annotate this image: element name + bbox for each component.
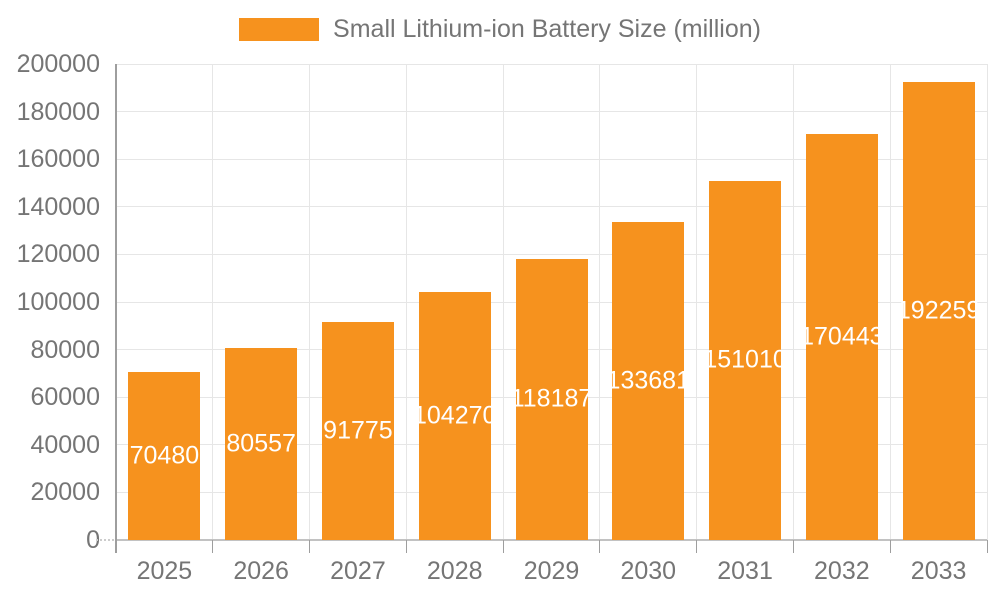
bar-value-label: 91775 <box>323 416 393 445</box>
x-tick-label: 2026 <box>233 557 289 585</box>
x-tick-label: 2030 <box>620 557 677 585</box>
bar-value-label: 80557 <box>226 429 296 458</box>
v-gridline <box>792 64 794 540</box>
x-axis-tick <box>309 540 311 553</box>
x-axis-tick <box>405 540 407 553</box>
x-tick-label: 2032 <box>814 557 870 585</box>
bar-2029: 118187 <box>511 258 592 540</box>
y-tick-label: 80000 <box>30 335 100 364</box>
v-gridline <box>599 64 601 540</box>
y-tick-label: 160000 <box>16 145 100 174</box>
legend-label: Small Lithium-ion Battery Size (million) <box>333 14 761 43</box>
bar-2027: 91775 <box>321 321 394 540</box>
h-gridline <box>116 253 987 255</box>
bar-value-label: 133681 <box>606 366 690 395</box>
h-gridline <box>116 63 987 65</box>
legend: Small Lithium-ion Battery Size (million) <box>0 15 1000 43</box>
h-gridline <box>116 111 987 113</box>
bar-2032: 170443 <box>800 134 884 540</box>
x-axis-tick <box>696 540 698 553</box>
x-axis-baseline <box>116 539 987 541</box>
y-tick-label: 120000 <box>16 240 100 269</box>
v-gridline <box>889 64 891 540</box>
bar-value-label: 192259 <box>896 296 981 325</box>
x-tick-label: 2028 <box>426 557 483 585</box>
v-gridline <box>212 64 214 540</box>
x-tick-label: 2025 <box>136 557 193 585</box>
y-tick-label: 0 <box>86 526 100 554</box>
bar-2033: 192259 <box>897 82 980 540</box>
x-axis-tick <box>986 540 988 553</box>
x-axis-tick <box>889 540 891 553</box>
plot-area: 70480 80557 91775 104270 118187 133681 151010 1… <box>116 63 988 541</box>
y-tick-label: 200000 <box>16 50 100 78</box>
y-axis-line <box>115 64 117 553</box>
y-tick-label: 140000 <box>16 192 100 221</box>
x-axis-tick <box>599 540 601 553</box>
y-tick-label: 60000 <box>30 383 100 412</box>
h-gridline <box>116 206 987 208</box>
bar-2031: 151010 <box>703 180 787 540</box>
v-gridline <box>986 64 988 540</box>
bar-value-label: 151010 <box>703 345 787 374</box>
x-axis-tick <box>792 540 794 553</box>
y-tick-label: 40000 <box>30 430 100 459</box>
bar-2025: 70480 <box>128 372 201 540</box>
zero-tick-dotted-leader <box>96 539 114 541</box>
x-tick-label: 2027 <box>330 557 386 585</box>
x-axis-tick <box>502 540 504 553</box>
y-tick-label: 100000 <box>16 288 100 316</box>
x-axis-tick <box>212 540 214 553</box>
bar-2026: 80557 <box>225 348 298 540</box>
h-gridline <box>116 158 987 160</box>
v-gridline <box>405 64 407 540</box>
bar-value-label: 70480 <box>129 441 200 470</box>
v-gridline <box>696 64 698 540</box>
y-tick-label: 20000 <box>30 478 100 507</box>
x-tick-label: 2031 <box>717 557 773 585</box>
bar-value-label: 170443 <box>800 322 884 351</box>
bar-2028: 104270 <box>413 291 496 540</box>
v-gridline <box>309 64 311 540</box>
bar-value-label: 118187 <box>510 384 593 413</box>
bar-value-label: 104270 <box>413 401 497 430</box>
x-tick-label: 2033 <box>910 557 967 585</box>
v-gridline <box>502 64 504 540</box>
y-tick-label: 180000 <box>16 97 100 126</box>
x-tick-label: 2029 <box>523 557 580 585</box>
legend-swatch <box>239 17 320 41</box>
bar-2030: 133681 <box>607 221 690 540</box>
